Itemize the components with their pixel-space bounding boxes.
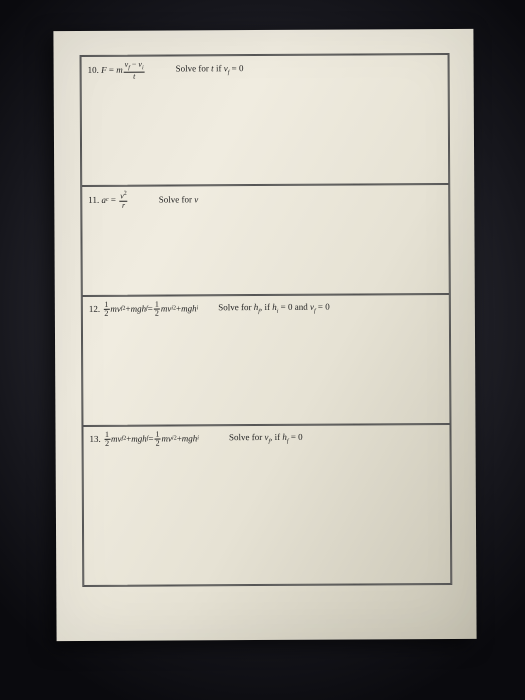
fraction-numerator: vf − vi (124, 61, 145, 73)
coeff: m (116, 65, 123, 76)
half-fraction: 12 (103, 301, 109, 318)
problem-13-equation: 13. 12 mvf2 + mghf = 12 mvi2 + mghi (89, 430, 199, 448)
problem-13-instruction: Solve for vf, if hf = 0 (229, 431, 303, 445)
half-fraction: 12 (154, 301, 160, 318)
half-fraction: 12 (104, 431, 110, 448)
equals: = (109, 195, 119, 206)
problem-13-cell: 13. 12 mvf2 + mghf = 12 mvi2 + mghi Solv… (82, 424, 451, 586)
equals: = (107, 65, 117, 76)
problem-11-equation: 11. ac = v2 r (88, 191, 129, 210)
problem-10-cell: 10. F = m vf − vi t Solve for t if vf = … (81, 54, 450, 186)
problem-12-instruction: Solve for hf, if hi = 0 and vf = 0 (218, 301, 329, 316)
problem-12-line: 12. 12 mvf2 + mghf = 12 mvi2 + mghi Solv… (89, 299, 443, 318)
problem-13-line: 13. 12 mvf2 + mghf = 12 mvi2 + mghi Solv… (89, 429, 443, 448)
fraction-denominator: r (121, 201, 126, 209)
problem-10-equation: 10. F = m vf − vi t (88, 61, 146, 81)
problem-11-instruction: Solve for v (159, 194, 199, 205)
problem-12-equation: 12. 12 mvf2 + mghf = 12 mvi2 + mghi (89, 300, 199, 318)
fraction: vf − vi t (124, 61, 145, 81)
problem-10-line: 10. F = m vf − vi t Solve for t if vf = … (88, 59, 442, 80)
problem-number: 10. (88, 65, 99, 76)
problem-11-cell: 11. ac = v2 r Solve for v (81, 184, 450, 296)
worksheet-table: 10. F = m vf − vi t Solve for t if vf = … (80, 53, 453, 587)
problem-number: 12. (89, 304, 100, 315)
problem-number: 11. (88, 195, 99, 206)
fraction: v2 r (119, 191, 128, 210)
photo-background: 10. F = m vf − vi t Solve for t if vf = … (0, 0, 525, 700)
problem-number: 13. (90, 434, 101, 445)
problem-10-instruction: Solve for t if vf = 0 (176, 63, 244, 77)
half-fraction: 12 (154, 431, 160, 448)
problem-11-line: 11. ac = v2 r Solve for v (88, 189, 442, 210)
problem-12-cell: 12. 12 mvf2 + mghf = 12 mvi2 + mghi Solv… (82, 294, 451, 426)
fraction-denominator: t (132, 72, 136, 80)
worksheet-paper: 10. F = m vf − vi t Solve for t if vf = … (53, 29, 476, 641)
